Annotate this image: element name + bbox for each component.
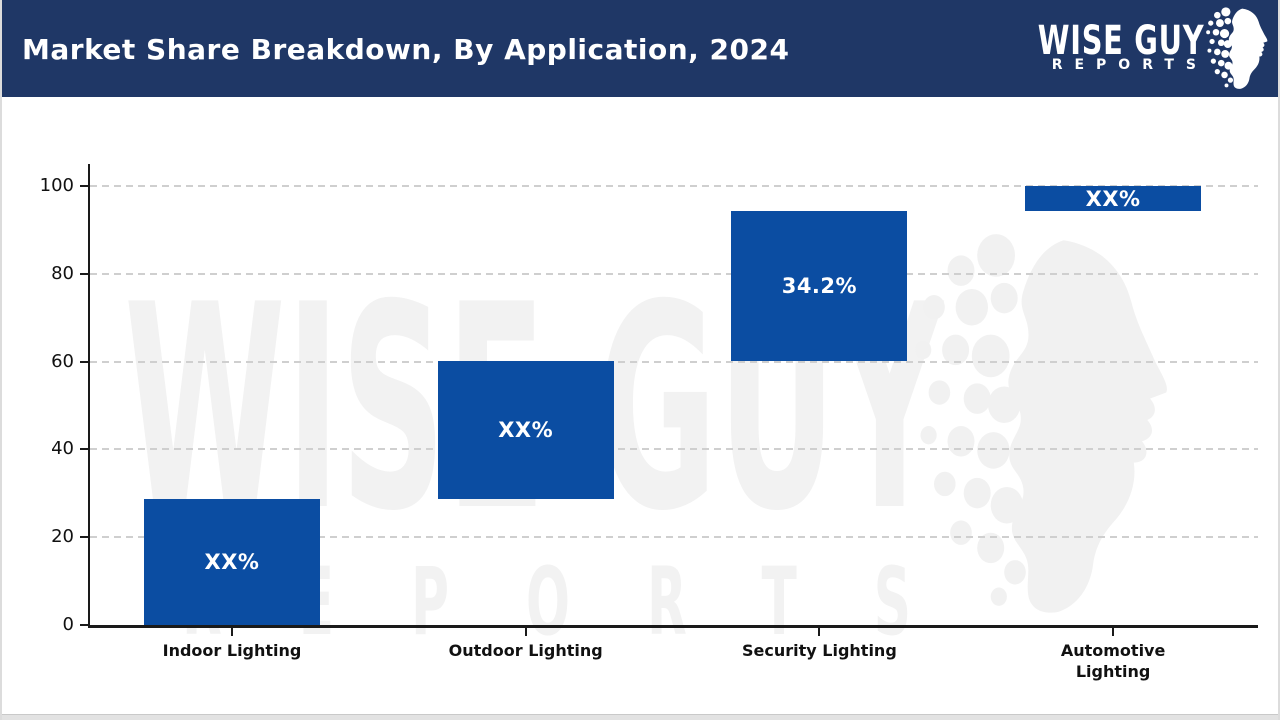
y-tick-mark [80, 360, 88, 363]
x-tick-mark [524, 628, 527, 636]
category-label: Security Lighting [742, 641, 897, 660]
y-tick-label: 60 [51, 350, 74, 372]
bottom-border [2, 714, 1278, 720]
y-tick-mark [80, 536, 88, 539]
x-tick-mark [1112, 628, 1115, 636]
y-tick-mark [80, 272, 88, 275]
category-label: Outdoor Lighting [448, 641, 603, 660]
bar-segment: XX% [1025, 186, 1202, 212]
y-tick-mark [80, 624, 88, 626]
x-tick-mark [818, 628, 821, 636]
watermark-head-icon [915, 234, 1167, 613]
category-label: Indoor Lighting [162, 641, 302, 660]
y-tick-label: 20 [51, 526, 74, 548]
bar-value-label: XX% [204, 549, 260, 574]
chart-title: Market Share Breakdown, By Application, … [22, 33, 790, 66]
gridline [90, 360, 1258, 363]
bar-value-label: XX% [498, 418, 554, 443]
wiseguy-head-logo-icon [1206, 7, 1268, 89]
x-tick-mark [231, 628, 233, 636]
y-axis-line [88, 164, 90, 627]
bar-value-label: 34.2% [781, 274, 858, 299]
y-tick-label: 80 [51, 262, 74, 284]
bar-segment: 34.2% [731, 211, 908, 362]
brand-subtitle: REPORTS [1051, 57, 1208, 73]
brand-name: WISE GUY [1037, 18, 1204, 64]
x-axis-line [88, 625, 1258, 628]
gridline [90, 448, 1258, 451]
bar-value-label: XX% [1085, 186, 1141, 211]
brand-logo: WISE GUY REPORTS [1034, 0, 1274, 97]
bar-segment: XX% [144, 499, 320, 625]
y-tick-label: 0 [62, 614, 74, 635]
bar-segment: XX% [437, 361, 614, 499]
y-tick-label: 40 [51, 438, 74, 460]
y-tick-mark [80, 185, 88, 187]
y-tick-mark [80, 448, 88, 451]
y-tick-label: 100 [39, 175, 74, 196]
category-label: Automotive Lighting [1060, 641, 1166, 681]
gridline [90, 536, 1258, 539]
gridline [90, 185, 1258, 187]
gridline [90, 272, 1258, 275]
header: Market Share Breakdown, By Application, … [2, 0, 1278, 97]
